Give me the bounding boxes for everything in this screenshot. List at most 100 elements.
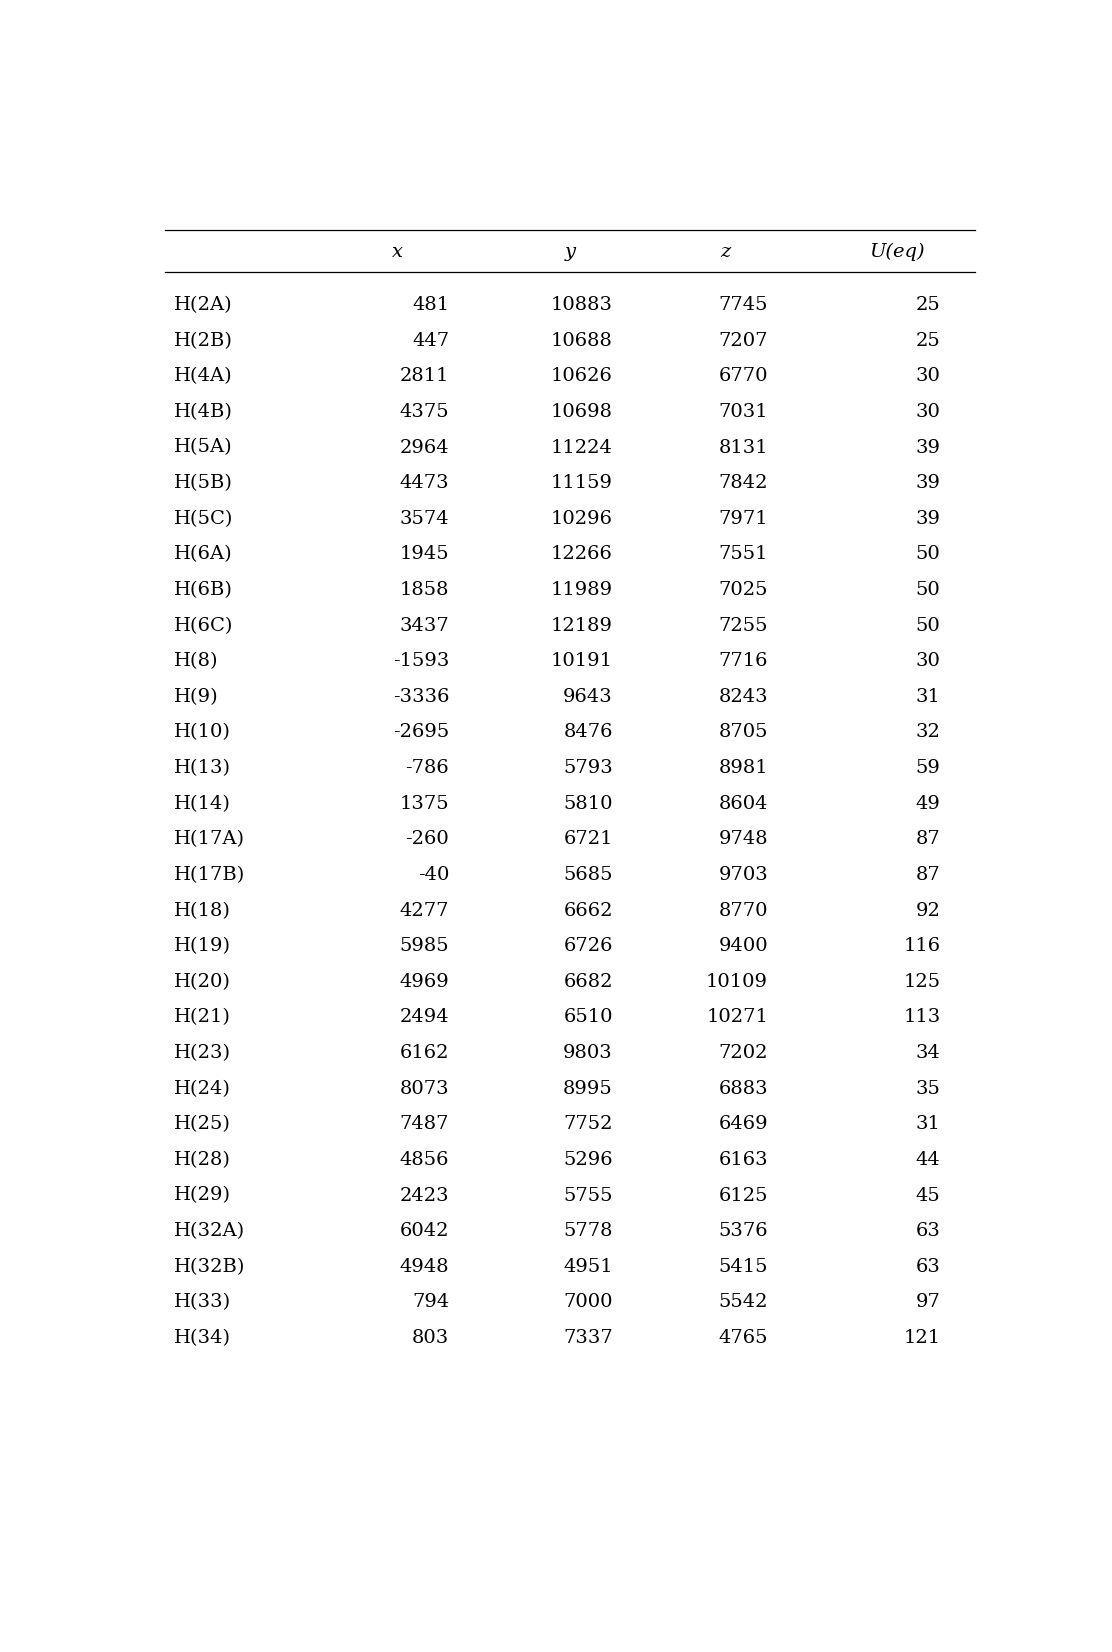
- Text: 4969: 4969: [399, 973, 449, 991]
- Text: y: y: [565, 243, 575, 261]
- Text: 39: 39: [915, 438, 941, 456]
- Text: 4277: 4277: [399, 902, 449, 920]
- Text: H(5A): H(5A): [173, 438, 232, 456]
- Text: 7202: 7202: [718, 1044, 768, 1062]
- Text: 121: 121: [903, 1328, 941, 1346]
- Text: -786: -786: [406, 760, 449, 776]
- Text: 50: 50: [915, 545, 941, 563]
- Text: 10698: 10698: [550, 403, 613, 421]
- Text: 6682: 6682: [564, 973, 613, 991]
- Text: 7716: 7716: [718, 653, 768, 671]
- Text: 7000: 7000: [564, 1294, 613, 1312]
- Text: H(32A): H(32A): [173, 1222, 245, 1241]
- Text: 5296: 5296: [564, 1151, 613, 1170]
- Text: 7255: 7255: [718, 616, 768, 634]
- Text: 39: 39: [915, 474, 941, 492]
- Text: H(17A): H(17A): [173, 831, 245, 849]
- Text: 5810: 5810: [564, 795, 613, 813]
- Text: H(5C): H(5C): [173, 510, 232, 527]
- Text: 6770: 6770: [718, 367, 768, 385]
- Text: H(4B): H(4B): [173, 403, 232, 421]
- Text: 10191: 10191: [550, 653, 613, 671]
- Text: 25: 25: [915, 332, 941, 350]
- Text: z: z: [719, 243, 731, 261]
- Text: -260: -260: [406, 831, 449, 849]
- Text: 2964: 2964: [399, 438, 449, 456]
- Text: 4856: 4856: [399, 1151, 449, 1170]
- Text: 87: 87: [915, 866, 941, 884]
- Text: 481: 481: [413, 296, 449, 314]
- Text: 8981: 8981: [718, 760, 768, 776]
- Text: H(21): H(21): [173, 1008, 230, 1026]
- Text: H(6C): H(6C): [173, 616, 232, 634]
- Text: 9803: 9803: [564, 1044, 613, 1062]
- Text: 30: 30: [915, 653, 941, 671]
- Text: U(eq): U(eq): [870, 243, 925, 261]
- Text: 5415: 5415: [718, 1257, 768, 1275]
- Text: 87: 87: [915, 831, 941, 849]
- Text: 6163: 6163: [718, 1151, 768, 1170]
- Text: 8243: 8243: [718, 687, 768, 705]
- Text: 50: 50: [915, 616, 941, 634]
- Text: 8131: 8131: [718, 438, 768, 456]
- Text: 113: 113: [903, 1008, 941, 1026]
- Text: 10883: 10883: [550, 296, 613, 314]
- Text: 25: 25: [915, 296, 941, 314]
- Text: H(34): H(34): [173, 1328, 230, 1346]
- Text: 125: 125: [903, 973, 941, 991]
- Text: 10626: 10626: [552, 367, 613, 385]
- Text: 6721: 6721: [564, 831, 613, 849]
- Text: 6125: 6125: [718, 1186, 768, 1204]
- Text: 12266: 12266: [552, 545, 613, 563]
- Text: 7551: 7551: [718, 545, 768, 563]
- Text: H(4A): H(4A): [173, 367, 232, 385]
- Text: 11224: 11224: [552, 438, 613, 456]
- Text: 30: 30: [915, 403, 941, 421]
- Text: 8995: 8995: [564, 1080, 613, 1097]
- Text: -3336: -3336: [393, 687, 449, 705]
- Text: 5985: 5985: [399, 937, 449, 955]
- Text: 10296: 10296: [550, 510, 613, 527]
- Text: H(9): H(9): [173, 687, 218, 705]
- Text: x: x: [393, 243, 403, 261]
- Text: 49: 49: [915, 795, 941, 813]
- Text: 5755: 5755: [564, 1186, 613, 1204]
- Text: -2695: -2695: [393, 724, 449, 742]
- Text: H(19): H(19): [173, 937, 230, 955]
- Text: 63: 63: [915, 1222, 941, 1241]
- Text: 50: 50: [915, 582, 941, 600]
- Text: -40: -40: [418, 866, 449, 884]
- Text: 3437: 3437: [399, 616, 449, 634]
- Text: H(29): H(29): [173, 1186, 230, 1204]
- Text: 116: 116: [903, 937, 941, 955]
- Text: H(14): H(14): [173, 795, 230, 813]
- Text: 11989: 11989: [550, 582, 613, 600]
- Text: H(2A): H(2A): [173, 296, 232, 314]
- Text: 10109: 10109: [706, 973, 768, 991]
- Text: 34: 34: [915, 1044, 941, 1062]
- Text: 7031: 7031: [718, 403, 768, 421]
- Text: 10271: 10271: [706, 1008, 768, 1026]
- Text: H(17B): H(17B): [173, 866, 245, 884]
- Text: 6883: 6883: [718, 1080, 768, 1097]
- Text: 12189: 12189: [550, 616, 613, 634]
- Text: 4375: 4375: [399, 403, 449, 421]
- Text: 5542: 5542: [718, 1294, 768, 1312]
- Text: 8705: 8705: [718, 724, 768, 742]
- Text: 9643: 9643: [564, 687, 613, 705]
- Text: H(33): H(33): [173, 1294, 230, 1312]
- Text: 7487: 7487: [399, 1115, 449, 1133]
- Text: 5793: 5793: [564, 760, 613, 776]
- Text: H(25): H(25): [173, 1115, 230, 1133]
- Text: 9703: 9703: [718, 866, 768, 884]
- Text: 1945: 1945: [399, 545, 449, 563]
- Text: 2423: 2423: [399, 1186, 449, 1204]
- Text: 2494: 2494: [399, 1008, 449, 1026]
- Text: 5376: 5376: [718, 1222, 768, 1241]
- Text: H(32B): H(32B): [173, 1257, 245, 1275]
- Text: 39: 39: [915, 510, 941, 527]
- Text: -1593: -1593: [393, 653, 449, 671]
- Text: 7207: 7207: [718, 332, 768, 350]
- Text: 2811: 2811: [399, 367, 449, 385]
- Text: 32: 32: [915, 724, 941, 742]
